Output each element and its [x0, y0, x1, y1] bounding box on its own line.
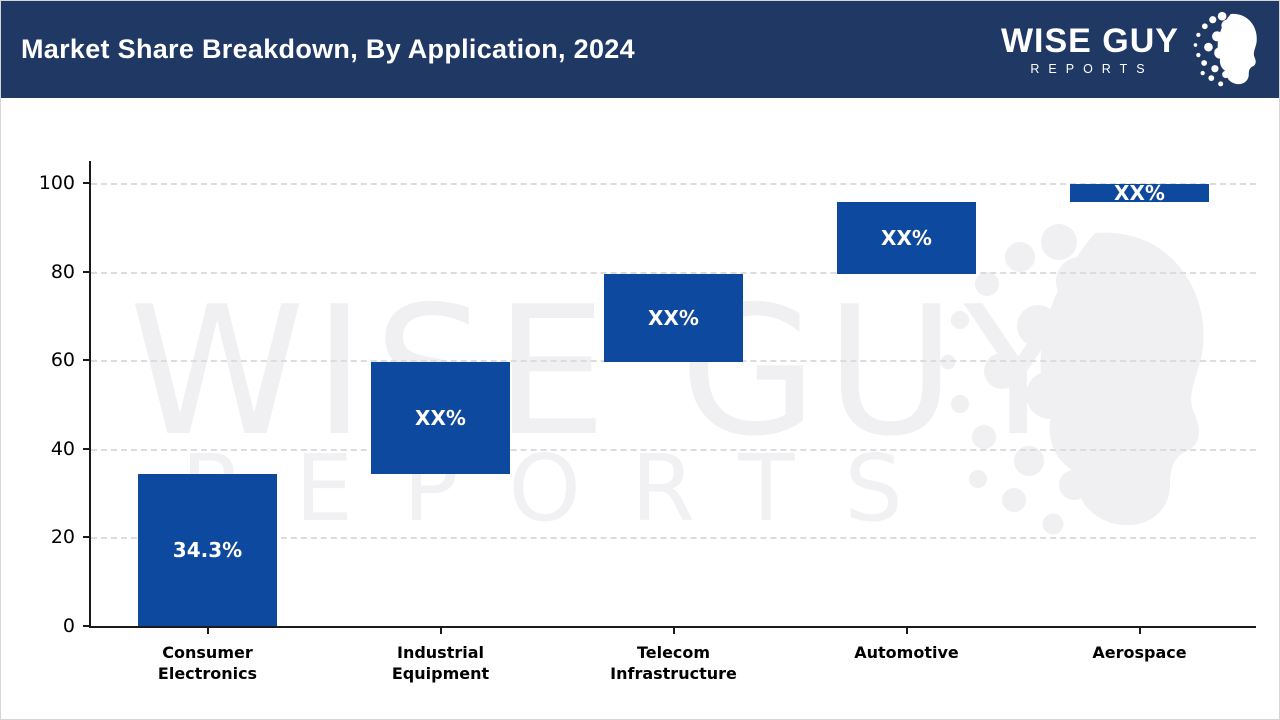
gridline-y-40 [91, 448, 1256, 451]
ytick-label-100: 100 [38, 172, 75, 195]
gridline-y-20 [91, 537, 1256, 540]
wiseguy-head-icon [1193, 11, 1257, 86]
ytick-mark-60 [83, 359, 91, 362]
bar-industrial-equipment: XX% XX% [370, 362, 511, 475]
bar-telecom-infrastructure: XX% XX% [603, 274, 744, 363]
plot-area: 0 20 40 60 80 100 34.3% 34.3% Consumer Electroni… [39, 161, 1256, 683]
gridline-y-100 [91, 183, 1256, 186]
bar-label-outline-aerospace: XX% [1114, 181, 1165, 206]
bar-label-outline-telecom-infrastructure: XX% [648, 306, 699, 331]
bar-label-consumer-electronics: 34.3% [172, 538, 243, 563]
ytick-label-20: 20 [50, 526, 75, 549]
bar-label-outline-industrial-equipment: XX% [415, 406, 466, 431]
bar-label-automotive: XX% [881, 226, 932, 251]
xtick-mark-industrial-equipment [439, 626, 442, 634]
page-title: Market Share Breakdown, By Application, … [21, 34, 635, 64]
ytick-mark-20 [83, 536, 91, 539]
bar-label-clip-aerospace: XX% [1070, 184, 1210, 202]
bar-label-outline-automotive: XX% [881, 226, 932, 251]
ytick-mark-80 [83, 270, 91, 273]
xcat-label-consumer-electronics: Consumer Electronics [157, 643, 258, 684]
bar-label-clip-consumer-electronics: 34.3% [138, 474, 278, 626]
xcat-label-automotive: Automotive [854, 643, 959, 662]
ytick-label-60: 60 [50, 349, 75, 372]
xtick-mark-telecom-infrastructure [672, 626, 675, 634]
xtick-mark-aerospace [1138, 626, 1141, 634]
bar-label-outline-consumer-electronics: 34.3% [172, 538, 243, 563]
bar-consumer-electronics: 34.3% 34.3% [137, 474, 278, 626]
bar-label-telecom-infrastructure: XX% [648, 306, 699, 331]
header-band: Market Share Breakdown, By Application, … [1, 1, 1279, 98]
ytick-label-40: 40 [50, 437, 75, 460]
bar-label-clip-industrial-equipment: XX% [371, 362, 511, 474]
bar-label-aerospace: XX% [1114, 184, 1165, 203]
xcat-label-telecom-infrastructure: Telecom Infrastructure [610, 643, 737, 684]
ytick-mark-100 [83, 182, 91, 185]
ytick-label-80: 80 [50, 260, 75, 283]
ytick-mark-40 [83, 447, 91, 450]
brand-logo: WISE GUY REPORTS [1001, 8, 1261, 92]
brand-name: WISE GUY [1000, 21, 1179, 60]
xcat-label-aerospace: Aerospace [1092, 643, 1187, 662]
xcat-label-industrial-equipment: Industrial Equipment [391, 643, 490, 684]
bar-label-clip-automotive: XX% [837, 202, 977, 274]
brand-subtitle: REPORTS [1030, 61, 1154, 76]
xtick-mark-automotive [905, 626, 908, 634]
bar-automotive: XX% XX% [836, 202, 977, 275]
bar-aerospace: XX% XX% [1069, 181, 1210, 206]
ytick-label-0: 0 [62, 615, 75, 637]
bar-label-clip-telecom-infrastructure: XX% [604, 274, 744, 362]
gridline-y-80 [91, 271, 1256, 274]
brand-text: WISE GUY REPORTS [1001, 24, 1179, 76]
bar-label-industrial-equipment: XX% [415, 406, 466, 431]
xtick-mark-consumer-electronics [206, 626, 209, 634]
ytick-mark-0 [83, 625, 91, 627]
